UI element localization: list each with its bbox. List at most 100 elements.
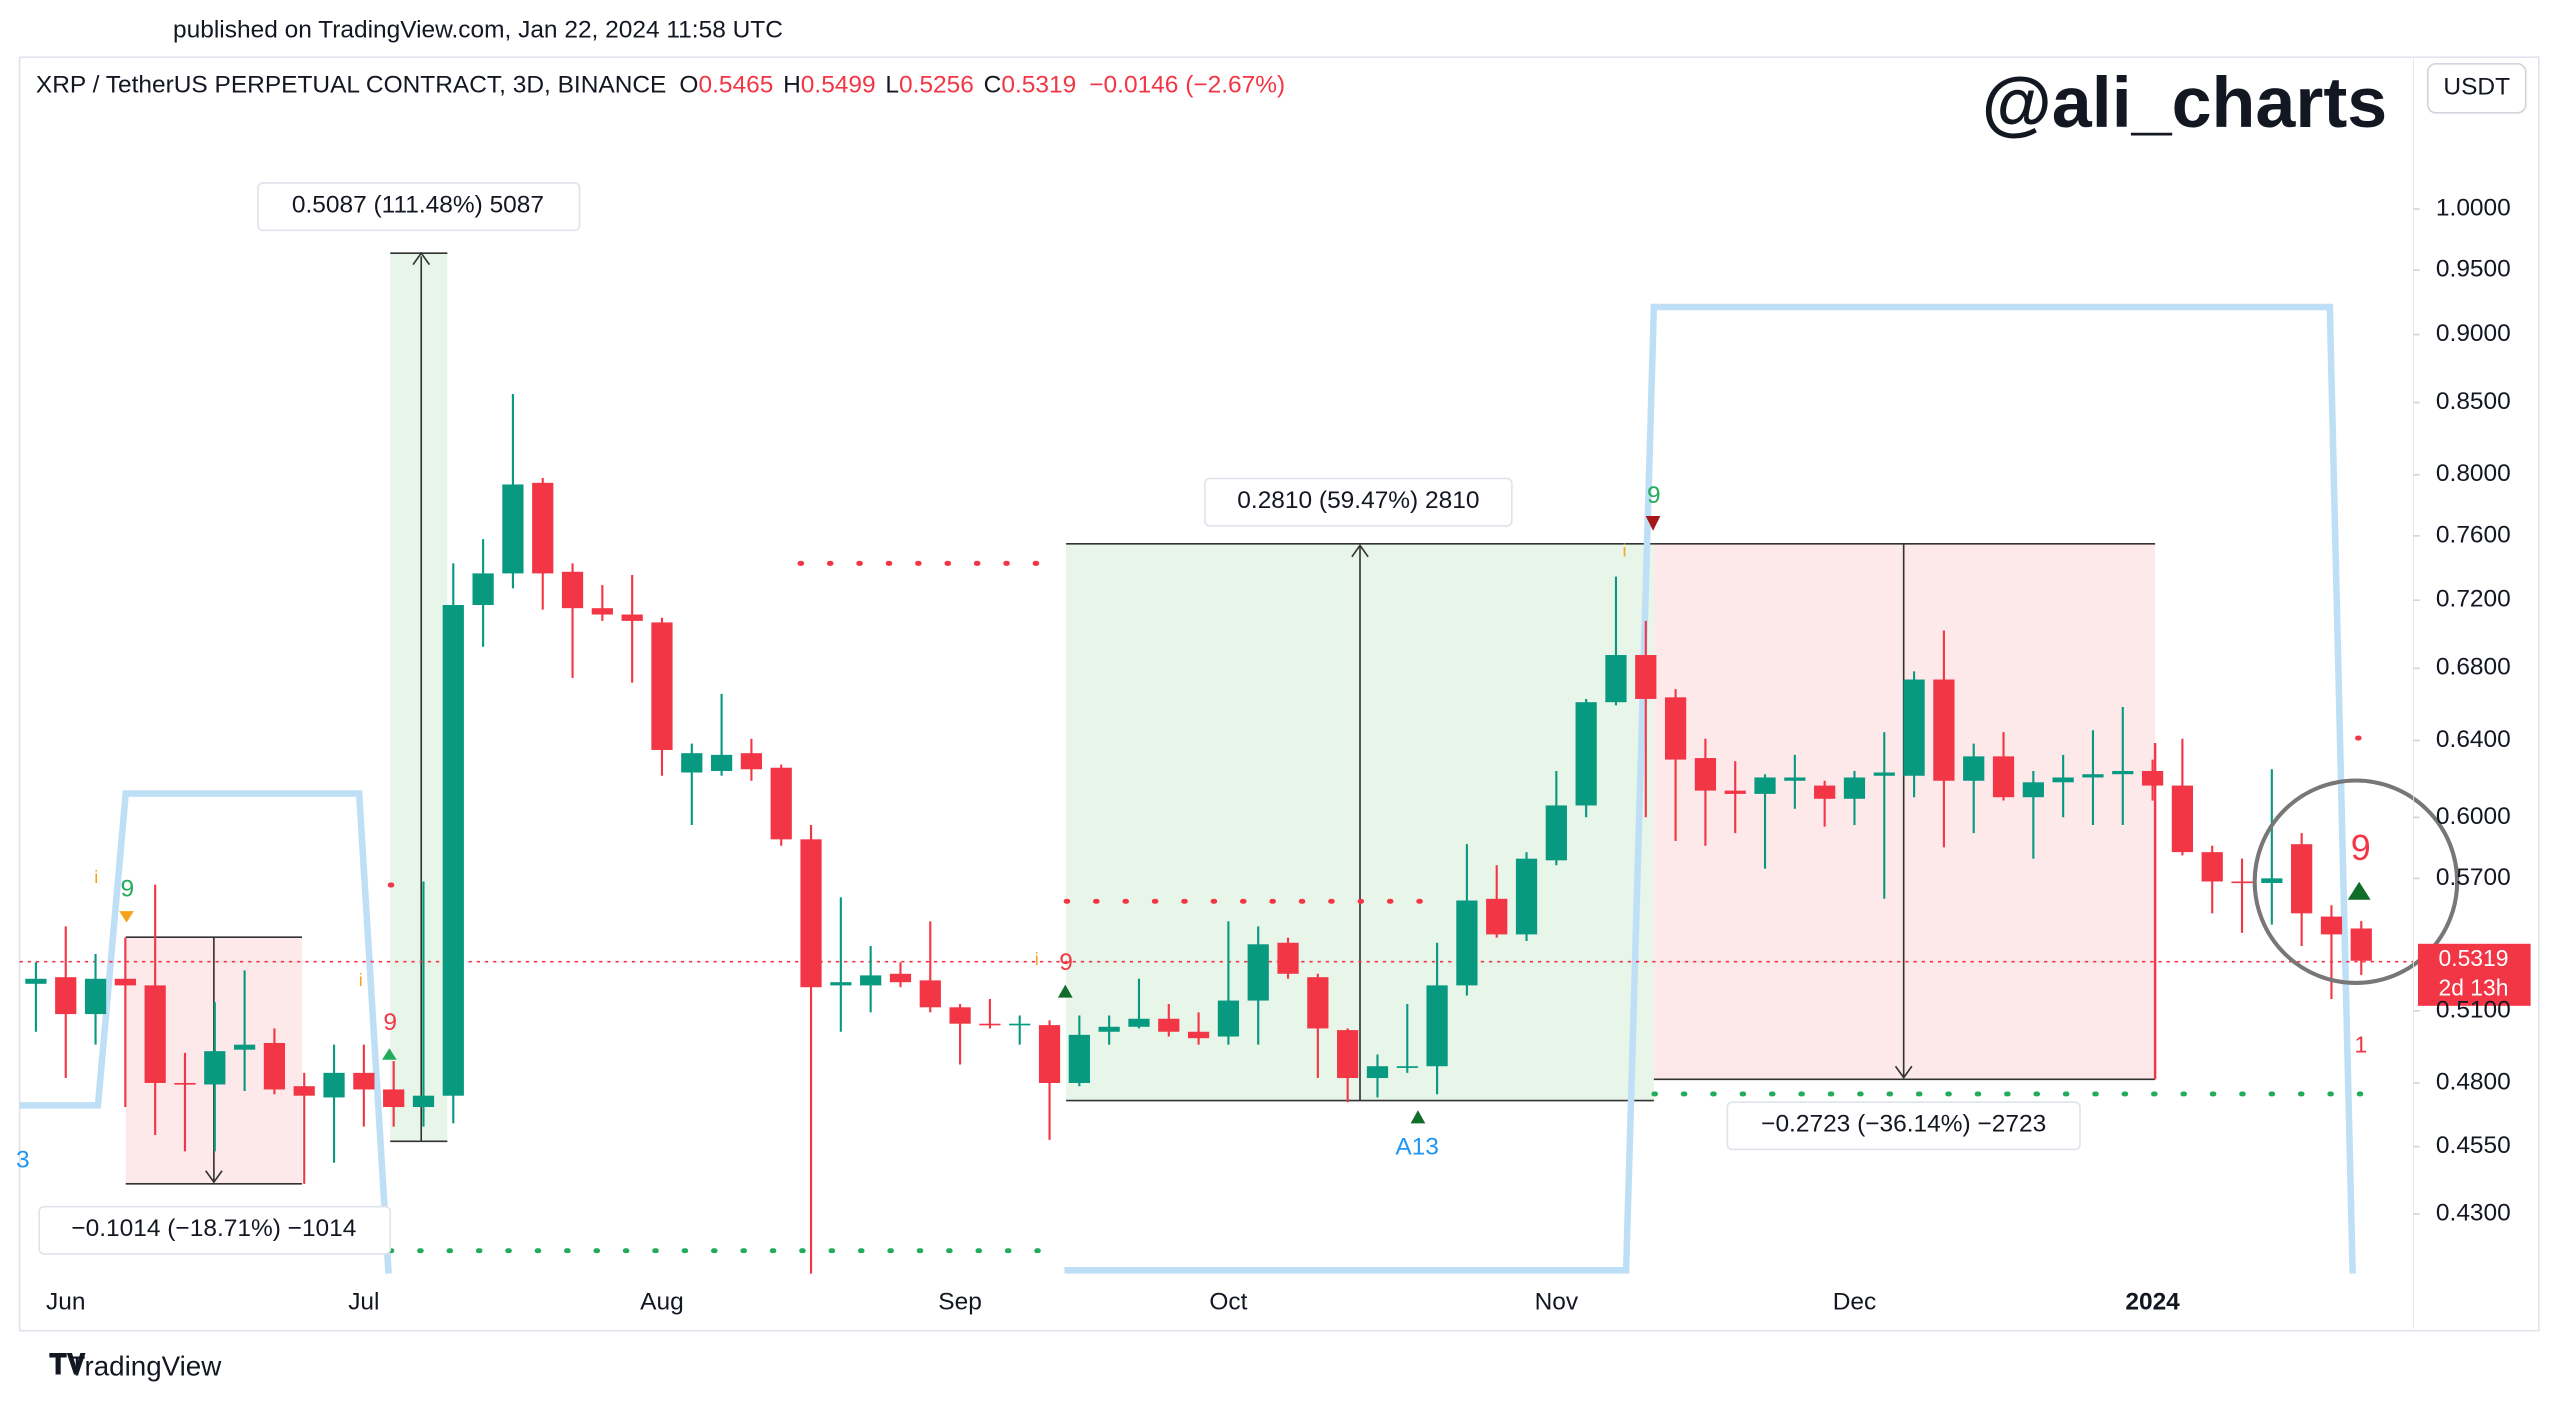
last-price: 0.5319 bbox=[2439, 945, 2509, 971]
y-tick-label: 0.4300 bbox=[2436, 1199, 2511, 1226]
y-tick-label: 1.0000 bbox=[2436, 195, 2511, 222]
candle-body bbox=[1187, 1031, 1210, 1039]
candle-body bbox=[2291, 844, 2313, 914]
candle-body bbox=[2141, 770, 2164, 786]
candle-body bbox=[1605, 655, 1627, 703]
candle-body bbox=[1217, 1000, 1240, 1037]
measure-label: −0.2723 (−36.14%) −2723 bbox=[1761, 1110, 2046, 1137]
sequence-label: 9 bbox=[1059, 949, 1073, 976]
candle-body bbox=[1635, 655, 1657, 699]
signal-arrow bbox=[1645, 516, 1661, 531]
candle-body bbox=[2350, 928, 2372, 961]
brand-logo: 𝐓𝐕 bbox=[49, 1349, 86, 1380]
x-tick-label: Jun bbox=[46, 1288, 85, 1315]
candle-body bbox=[979, 1023, 1001, 1026]
candle-body bbox=[1694, 758, 1717, 791]
currency-box[interactable] bbox=[2426, 62, 2527, 114]
candle-body bbox=[1009, 1023, 1031, 1026]
candle-body bbox=[353, 1072, 375, 1090]
signal-arrow bbox=[119, 911, 134, 923]
candle-body bbox=[502, 484, 524, 574]
sequence-label: 9 bbox=[121, 875, 135, 902]
y-tick-label: 0.9500 bbox=[2436, 256, 2511, 283]
candle-body bbox=[25, 978, 47, 984]
arrow-heads bbox=[205, 251, 1913, 1184]
candle-body bbox=[204, 1051, 226, 1085]
candle-body bbox=[1038, 1025, 1061, 1083]
candle-body bbox=[114, 978, 136, 986]
y-tick-label: 0.4800 bbox=[2436, 1068, 2511, 1095]
candle-body bbox=[1158, 1018, 1180, 1032]
candle-body bbox=[1068, 1034, 1090, 1083]
candle-body bbox=[2171, 785, 2194, 853]
y-tick-label: 0.5100 bbox=[2436, 996, 2511, 1023]
candle-body bbox=[2022, 782, 2044, 798]
candle-body bbox=[84, 978, 107, 1015]
sequence-label: 9 bbox=[383, 1009, 397, 1036]
signal-arrow bbox=[1057, 984, 1073, 998]
symbol-title: XRP / TetherUS PERPETUAL CONTRACT, 3D, B… bbox=[36, 72, 666, 99]
candle-body bbox=[1814, 785, 1836, 799]
measure-box bbox=[390, 253, 448, 1142]
y-tick-label: 0.8000 bbox=[2436, 460, 2511, 487]
x-tick-label: Jul bbox=[348, 1288, 379, 1315]
step-line bbox=[19, 790, 392, 1274]
signal-arrow bbox=[382, 1048, 397, 1060]
candle-body bbox=[55, 977, 77, 1015]
candle-body bbox=[1873, 772, 1895, 776]
candle-body bbox=[561, 571, 584, 609]
y-tick-label: 0.9000 bbox=[2436, 320, 2511, 347]
countdown: 2d 13h bbox=[2439, 975, 2509, 1001]
candle-body bbox=[1486, 898, 1508, 935]
candle-body bbox=[1575, 702, 1597, 806]
candle-body bbox=[830, 982, 852, 986]
candle-body bbox=[1843, 777, 1866, 799]
ohlc-value: 0.5319 bbox=[1001, 72, 1076, 99]
currency[interactable]: USDT bbox=[2443, 74, 2510, 101]
candle-body bbox=[1963, 756, 1985, 781]
watermark: @ali_charts bbox=[1982, 63, 2387, 143]
ohlc-letter: C bbox=[984, 72, 1002, 99]
y-tick-label: 0.6800 bbox=[2436, 654, 2511, 681]
candle-body bbox=[1396, 1066, 1418, 1068]
x-tick-label: Sep bbox=[938, 1288, 982, 1315]
candle-body bbox=[412, 1095, 435, 1108]
candles bbox=[25, 394, 2372, 1274]
x-tick-label: Nov bbox=[1535, 1288, 1579, 1315]
x-tick-label: Oct bbox=[1209, 1288, 1247, 1315]
candle-body bbox=[1098, 1026, 1120, 1032]
candle-body bbox=[591, 608, 613, 615]
ohlc-change: −0.0146 (−2.67%) bbox=[1089, 72, 1285, 99]
sequence-label: 9 bbox=[2351, 827, 2371, 868]
y-tick-label: 0.6000 bbox=[2436, 803, 2511, 830]
ohlc-letter: H bbox=[783, 72, 801, 99]
x-tick-label: Aug bbox=[640, 1288, 684, 1315]
candle-body bbox=[383, 1089, 405, 1108]
signal-arrow bbox=[2347, 881, 2371, 900]
x-tick-label: 2024 bbox=[2125, 1288, 2180, 1315]
y-tick-label: 0.6400 bbox=[2436, 726, 2511, 753]
candle-body bbox=[1366, 1066, 1389, 1079]
indicator-lines bbox=[19, 303, 2414, 1274]
candle-body bbox=[144, 985, 166, 1083]
candle-body bbox=[860, 975, 882, 986]
candle-body bbox=[233, 1044, 256, 1050]
candle-body bbox=[651, 622, 673, 750]
measure-label: 0.2810 (59.47%) 2810 bbox=[1237, 487, 1479, 514]
published-note: published on TradingView.com, Jan 22, 20… bbox=[173, 17, 783, 44]
candle-body bbox=[532, 482, 554, 574]
candle-body bbox=[323, 1072, 345, 1098]
sequence-label: 1 bbox=[2354, 1032, 2367, 1058]
candle-body bbox=[1307, 977, 1329, 1029]
sequence-label: i bbox=[94, 867, 98, 887]
measure-label-box bbox=[257, 182, 581, 232]
y-tick-label: 0.5700 bbox=[2436, 864, 2511, 891]
candle-body bbox=[442, 605, 464, 1096]
ohlc-value: 0.5499 bbox=[801, 72, 876, 99]
brand: TradingView bbox=[69, 1351, 223, 1382]
ohlc-value: 0.5465 bbox=[698, 72, 773, 99]
candle-body bbox=[1784, 777, 1806, 781]
candle-body bbox=[800, 839, 822, 988]
